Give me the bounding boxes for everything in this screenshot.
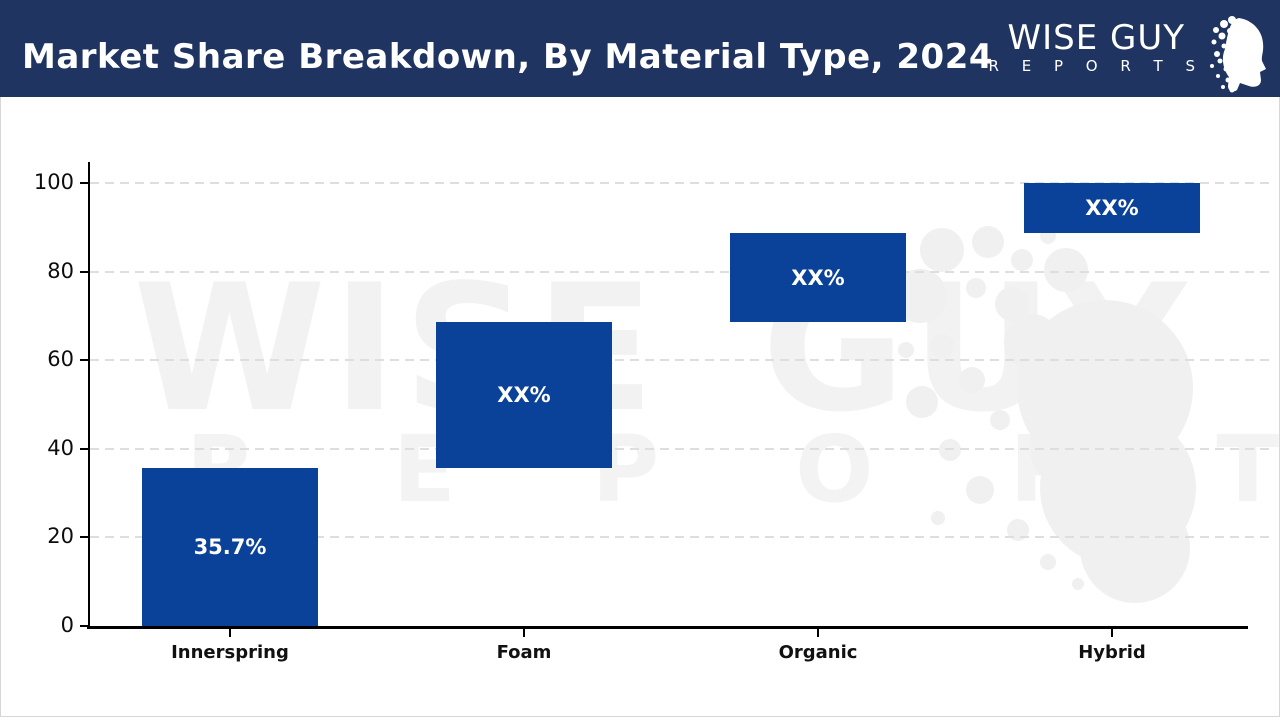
gridline-40 bbox=[90, 447, 1272, 450]
y-tick-mark bbox=[80, 447, 88, 450]
y-tick-mark bbox=[80, 536, 88, 539]
bar-organic: XX% bbox=[730, 233, 906, 323]
x-tick-mark bbox=[817, 629, 819, 637]
page-title: Market Share Breakdown, By Material Type… bbox=[22, 37, 994, 77]
x-axis-line bbox=[87, 626, 1248, 629]
y-tick-mark bbox=[80, 625, 88, 627]
x-tick-mark bbox=[229, 629, 231, 637]
bar-hybrid: XX% bbox=[1024, 183, 1200, 234]
x-tick-label-innerspring: Innerspring bbox=[171, 642, 289, 663]
gridline-60 bbox=[90, 359, 1272, 362]
logo-reports-label: R E P O R T S bbox=[988, 57, 1204, 75]
y-tick-mark bbox=[80, 270, 88, 273]
header-bar: Market Share Breakdown, By Material Type… bbox=[0, 0, 1280, 97]
logo-text: WISE GUY R E P O R T S bbox=[989, 20, 1204, 74]
y-tick-mark bbox=[80, 359, 88, 362]
x-tick-label-hybrid: Hybrid bbox=[1078, 642, 1146, 663]
bar-innerspring: 35.7% bbox=[142, 467, 318, 626]
y-axis-line bbox=[88, 162, 90, 628]
bar-value-label: XX% bbox=[497, 382, 551, 407]
x-tick-mark bbox=[1111, 629, 1113, 637]
bar-value-label: XX% bbox=[791, 265, 845, 290]
y-tick-label: 100 bbox=[33, 170, 74, 194]
x-tick-mark bbox=[523, 629, 525, 637]
bar-foam: XX% bbox=[436, 322, 612, 468]
wise-guy-reports-logo: WISE GUY R E P O R T S bbox=[989, 16, 1266, 96]
gridline-20 bbox=[90, 536, 1272, 539]
y-tick-label: 0 bbox=[60, 613, 74, 637]
x-tick-label-foam: Foam bbox=[496, 642, 552, 663]
x-tick-label-organic: Organic bbox=[778, 642, 858, 663]
y-tick-label: 20 bbox=[47, 524, 74, 549]
bar-value-label: XX% bbox=[1085, 196, 1139, 221]
y-tick-mark bbox=[80, 182, 88, 184]
bar-value-label: 35.7% bbox=[193, 534, 267, 559]
gridline-100 bbox=[90, 182, 1272, 184]
y-tick-label: 40 bbox=[47, 435, 74, 460]
logo-wiseguy-label: WISE GUY bbox=[1007, 18, 1186, 58]
logo-face-icon bbox=[1210, 16, 1266, 93]
gridline-80 bbox=[90, 270, 1272, 273]
y-tick-label: 80 bbox=[47, 258, 74, 283]
y-tick-label: 60 bbox=[47, 347, 74, 372]
